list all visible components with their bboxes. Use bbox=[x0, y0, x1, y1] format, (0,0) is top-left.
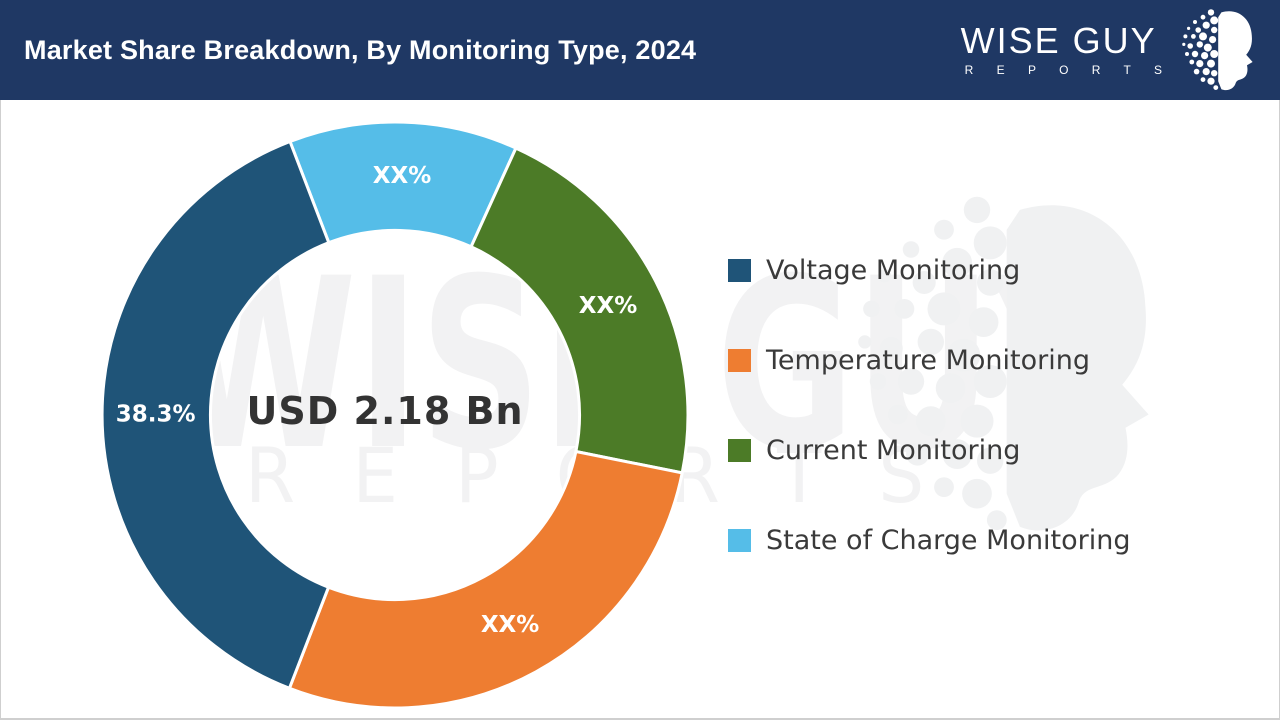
head-dot bbox=[942, 439, 973, 469]
donut-center-value: USD 2.18 Bn bbox=[246, 389, 524, 433]
head-dot bbox=[1209, 36, 1217, 44]
head-dot bbox=[1187, 26, 1191, 30]
wiseguy-logo-sub: R E P O R T S bbox=[964, 63, 1172, 77]
head-dot bbox=[1185, 52, 1189, 56]
donut-slice-value-state-of-charge-monitoring: XX% bbox=[373, 163, 432, 189]
legend-item-temperature: Temperature Monitoring bbox=[728, 345, 1131, 376]
head-dot bbox=[1189, 59, 1195, 65]
head-dot bbox=[927, 292, 961, 326]
head-dot bbox=[1213, 85, 1219, 90]
head-dot bbox=[934, 219, 954, 240]
head-dot bbox=[973, 226, 1007, 260]
head-dot bbox=[1200, 77, 1206, 82]
head-dot bbox=[1183, 34, 1188, 39]
legend-label-voltage: Voltage Monitoring bbox=[766, 255, 1021, 286]
head-dot bbox=[1191, 50, 1199, 58]
head-dot bbox=[1210, 16, 1219, 25]
head-dot bbox=[894, 299, 915, 319]
head-dot bbox=[1193, 68, 1200, 75]
wiseguy-logo: WISE GUY R E P O R T S bbox=[961, 6, 1262, 94]
legend-item-current: Current Monitoring bbox=[728, 435, 1131, 466]
head-dot bbox=[1203, 43, 1212, 52]
head-dot bbox=[1191, 34, 1196, 39]
header-bar: Market Share Breakdown, By Monitoring Ty… bbox=[0, 0, 1280, 100]
head-dot bbox=[869, 373, 887, 390]
head-dot bbox=[878, 269, 892, 283]
head-dot bbox=[986, 510, 1007, 530]
donut-slice-voltage-monitoring bbox=[100, 140, 331, 690]
head-dot bbox=[879, 336, 903, 361]
wiseguy-logo-name: WISE GUY bbox=[960, 20, 1157, 61]
head-dot bbox=[1207, 77, 1215, 85]
head-dot bbox=[1207, 59, 1215, 68]
legend-label-temperature: Temperature Monitoring bbox=[766, 345, 1090, 376]
head-dot bbox=[858, 335, 872, 349]
head-dot bbox=[897, 368, 925, 395]
head-dot bbox=[1196, 41, 1203, 48]
donut-chart: XX% XX% XX% 38.3% bbox=[100, 120, 690, 710]
head-dot bbox=[1187, 43, 1193, 49]
head-dot bbox=[973, 365, 1007, 398]
donut-slice-value-temperature-monitoring: XX% bbox=[481, 612, 540, 638]
head-dot bbox=[1182, 42, 1186, 46]
head-dot bbox=[934, 477, 954, 497]
head-dot bbox=[935, 373, 966, 403]
head-dot bbox=[1200, 14, 1206, 20]
head-dot bbox=[962, 478, 992, 509]
head-profile-shape bbox=[1218, 11, 1253, 91]
head-dot bbox=[977, 269, 1004, 296]
head-dot bbox=[1207, 9, 1215, 16]
head-dot bbox=[917, 328, 944, 356]
head-dot bbox=[915, 406, 946, 436]
head-dot bbox=[1211, 70, 1218, 77]
legend-swatch-temperature bbox=[728, 349, 751, 372]
donut-slice-value-current-monitoring: XX% bbox=[579, 293, 638, 319]
head-dot bbox=[1202, 68, 1210, 76]
legend-swatch-current bbox=[728, 439, 751, 462]
head-dot bbox=[960, 404, 994, 438]
head-dot bbox=[1211, 26, 1218, 34]
legend-item-state-of-charge: State of Charge Monitoring bbox=[728, 525, 1131, 556]
wiseguy-logo-text: WISE GUY R E P O R T S bbox=[960, 20, 1172, 78]
head-dot bbox=[902, 241, 920, 258]
legend-label-current: Current Monitoring bbox=[766, 435, 1021, 466]
head-dot bbox=[887, 404, 908, 425]
head-dot bbox=[1199, 32, 1207, 41]
head-dot bbox=[942, 247, 973, 278]
chart-legend: Voltage Monitoring Temperature Monitorin… bbox=[728, 255, 1131, 556]
head-dot bbox=[912, 270, 936, 295]
head-dot bbox=[1202, 21, 1210, 29]
head-dot bbox=[863, 300, 880, 318]
legend-item-voltage: Voltage Monitoring bbox=[728, 255, 1131, 286]
donut-slice-temperature-monitoring bbox=[287, 450, 684, 710]
legend-swatch-state-of-charge bbox=[728, 529, 751, 552]
head-dot bbox=[1210, 50, 1219, 58]
head-dot bbox=[947, 338, 981, 372]
head-dot bbox=[1196, 60, 1204, 68]
wiseguy-head-icon bbox=[1182, 9, 1253, 91]
head-dot bbox=[963, 196, 991, 224]
head-dot bbox=[1193, 20, 1197, 24]
donut-slice-value-voltage-monitoring: 38.3% bbox=[116, 402, 196, 428]
head-dot bbox=[1201, 52, 1209, 60]
watermark-head-icon bbox=[858, 196, 1149, 531]
head-dot bbox=[968, 307, 999, 337]
page-title: Market Share Breakdown, By Monitoring Ty… bbox=[24, 34, 697, 65]
legend-swatch-voltage bbox=[728, 259, 751, 282]
head-dot bbox=[1195, 27, 1201, 33]
legend-label-state-of-charge: State of Charge Monitoring bbox=[766, 525, 1131, 556]
head-dot bbox=[906, 442, 930, 466]
donut-slice-current-monitoring bbox=[469, 146, 690, 475]
head-dot bbox=[977, 447, 1004, 474]
head-profile-shape bbox=[1006, 205, 1149, 531]
